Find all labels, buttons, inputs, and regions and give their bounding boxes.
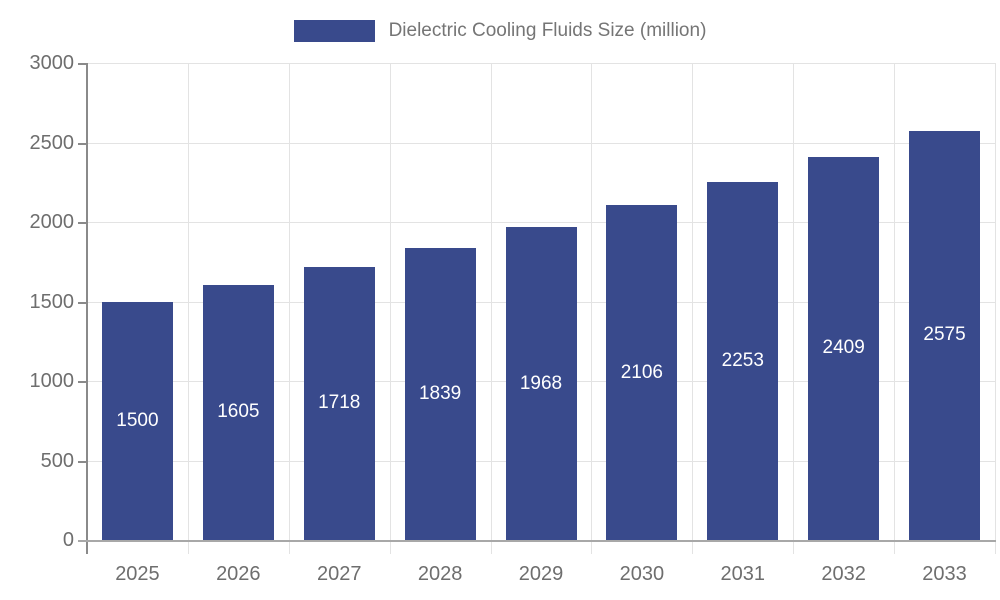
gridline-vertical (894, 63, 895, 554)
y-axis-tick (78, 142, 87, 145)
y-axis-tick-label: 1000 (29, 370, 75, 392)
bar-value-label: 1968 (519, 372, 563, 394)
gridline-vertical (289, 63, 290, 554)
x-axis-tick-label: 2033 (922, 563, 967, 585)
y-axis-tick (78, 381, 87, 383)
y-axis-tick (78, 222, 87, 224)
bar-value-label: 1500 (116, 409, 159, 431)
x-axis-line (78, 540, 996, 542)
y-axis-tick-label: 500 (40, 449, 74, 472)
bar[interactable] (909, 130, 981, 540)
bar[interactable] (707, 181, 779, 540)
bar[interactable] (202, 284, 274, 540)
y-axis-tick (78, 460, 87, 463)
legend[interactable]: Dielectric Cooling Fluids Size (million) (0, 16, 1000, 46)
gridline-vertical (390, 63, 391, 554)
gridline-vertical (995, 63, 996, 554)
bar-value-label: 2253 (721, 349, 764, 371)
y-axis-tick-label: 2500 (29, 131, 75, 154)
legend-swatch (293, 20, 375, 42)
bar[interactable] (505, 227, 577, 540)
x-axis-tick-label: 2030 (619, 563, 665, 585)
bar-value-label: 2409 (822, 337, 865, 359)
x-axis-tick-label: 2027 (316, 563, 362, 585)
y-axis-tick (78, 63, 87, 65)
gridline-horizontal (87, 63, 995, 64)
y-axis-tick (78, 301, 87, 304)
bar[interactable] (101, 301, 173, 540)
y-axis-tick-label: 2000 (29, 211, 75, 233)
gridline-vertical (491, 63, 492, 554)
bar-value-label: 1605 (217, 401, 260, 423)
gridline-vertical (793, 63, 794, 554)
gridline-vertical (188, 63, 189, 554)
gridline-horizontal (87, 142, 995, 144)
x-axis-tick-label: 2026 (216, 563, 261, 585)
x-axis-tick-label: 2031 (720, 563, 766, 585)
y-axis-tick-label: 1500 (29, 290, 75, 313)
bar-value-label: 2575 (923, 324, 966, 346)
bar[interactable] (303, 266, 375, 540)
bar[interactable] (404, 247, 476, 540)
gridline-vertical (591, 63, 592, 554)
x-axis-tick-label: 2025 (115, 563, 160, 585)
x-axis-tick-label: 2028 (417, 563, 463, 585)
bar[interactable] (808, 156, 880, 540)
y-axis-tick-label: 3000 (29, 52, 75, 74)
bar-value-label: 1839 (418, 382, 462, 404)
bar-value-label: 2106 (620, 361, 664, 383)
x-axis-tick-label: 2029 (518, 563, 564, 585)
y-axis-line (86, 63, 88, 554)
legend-label: Dielectric Cooling Fluids Size (million) (388, 20, 707, 41)
bar[interactable] (606, 205, 678, 540)
y-axis-tick-label: 0 (62, 529, 74, 551)
gridline-horizontal (87, 222, 995, 223)
bar-value-label: 1718 (318, 392, 361, 414)
gridline-vertical (692, 63, 693, 554)
x-axis-tick-label: 2032 (821, 563, 866, 585)
